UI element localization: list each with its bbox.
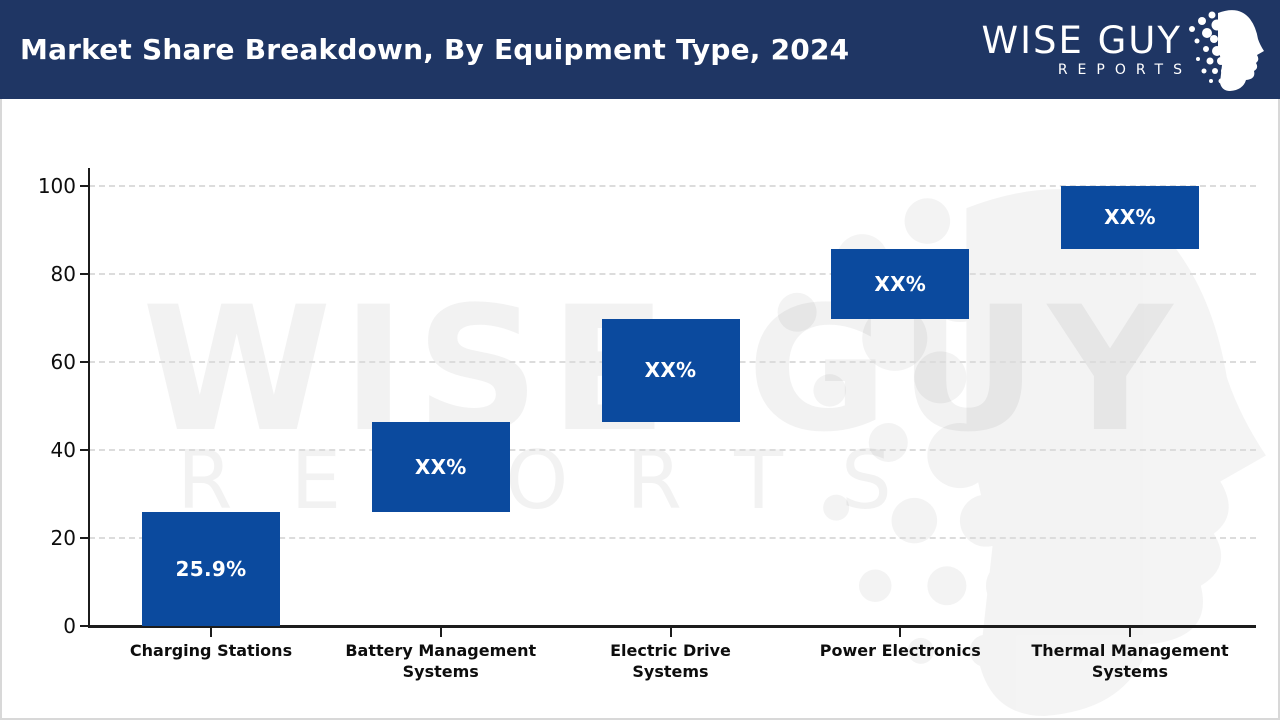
- y-tick-label-0: 0: [63, 614, 76, 638]
- logo-text: WISE GUY REPORTS: [982, 22, 1182, 77]
- x-tick-electric-drive-systems: [669, 628, 672, 637]
- bar-power-electronics: XX%: [831, 248, 970, 319]
- wise-guy-logo: WISE GUY REPORTS: [982, 7, 1280, 93]
- x-tick-battery-management-systems: [439, 628, 442, 637]
- y-axis-line: [88, 168, 90, 628]
- x-category-label-power-electronics: Power Electronics: [819, 641, 981, 660]
- y-tick-80: [80, 273, 89, 275]
- y-tick-0: [80, 625, 89, 627]
- plot-area: 0 20 40 60 80 100 25.9% Charging Stations XX% Bat…: [2, 99, 1278, 718]
- gridline-20: [89, 537, 1256, 539]
- bar-electric-drive-systems: XX%: [601, 318, 740, 422]
- x-category-label-electric-drive-systems: Electric Drive Systems: [610, 641, 731, 681]
- y-tick-20: [80, 537, 89, 539]
- x-tick-thermal-management-systems: [1129, 628, 1131, 637]
- bar-value-label-battery-management-systems: XX%: [414, 454, 467, 479]
- logo-wordmark: WISE GUY: [981, 19, 1182, 62]
- bar-charging-stations: 25.9%: [142, 512, 280, 626]
- x-category-label-thermal-management-systems: Thermal Management Systems: [1031, 641, 1229, 681]
- gridline-100: [89, 185, 1256, 187]
- y-tick-label-80: 80: [50, 262, 76, 286]
- y-tick-label-40: 40: [50, 438, 76, 462]
- header-bar: Market Share Breakdown, By Equipment Typ…: [0, 0, 1280, 99]
- x-category-label-charging-stations: Charging Stations: [129, 641, 293, 660]
- bar-value-label-thermal-management-systems: XX%: [1104, 205, 1156, 230]
- y-tick-label-100: 100: [37, 174, 76, 198]
- chart-canvas: WISE GUY REPORTS 0 20 40 60 80 100 25.9% Chargi…: [0, 99, 1280, 720]
- x-axis-line: [88, 625, 1256, 628]
- logo-subtitle: REPORTS: [1057, 62, 1192, 78]
- page-title: Market Share Breakdown, By Equipment Typ…: [20, 33, 850, 66]
- x-tick-power-electronics: [899, 628, 902, 637]
- gridline-80: [89, 273, 1256, 275]
- y-tick-100: [80, 185, 89, 187]
- y-tick-40: [80, 449, 89, 451]
- y-tick-label-60: 60: [50, 350, 76, 374]
- bar-thermal-management-systems: XX%: [1061, 186, 1199, 249]
- bar-value-label-power-electronics: XX%: [874, 271, 927, 296]
- y-tick-60: [80, 361, 89, 363]
- x-category-label-battery-management-systems: Battery Management Systems: [345, 641, 537, 681]
- logo-head-icon: [1189, 9, 1264, 91]
- bar-value-label-electric-drive-systems: XX%: [644, 358, 697, 383]
- y-tick-label-20: 20: [50, 526, 76, 550]
- gridline-40: [89, 449, 1256, 451]
- x-tick-charging-stations: [210, 628, 212, 637]
- bar-value-label-charging-stations: 25.9%: [175, 557, 247, 581]
- bar-battery-management-systems: XX%: [371, 421, 510, 513]
